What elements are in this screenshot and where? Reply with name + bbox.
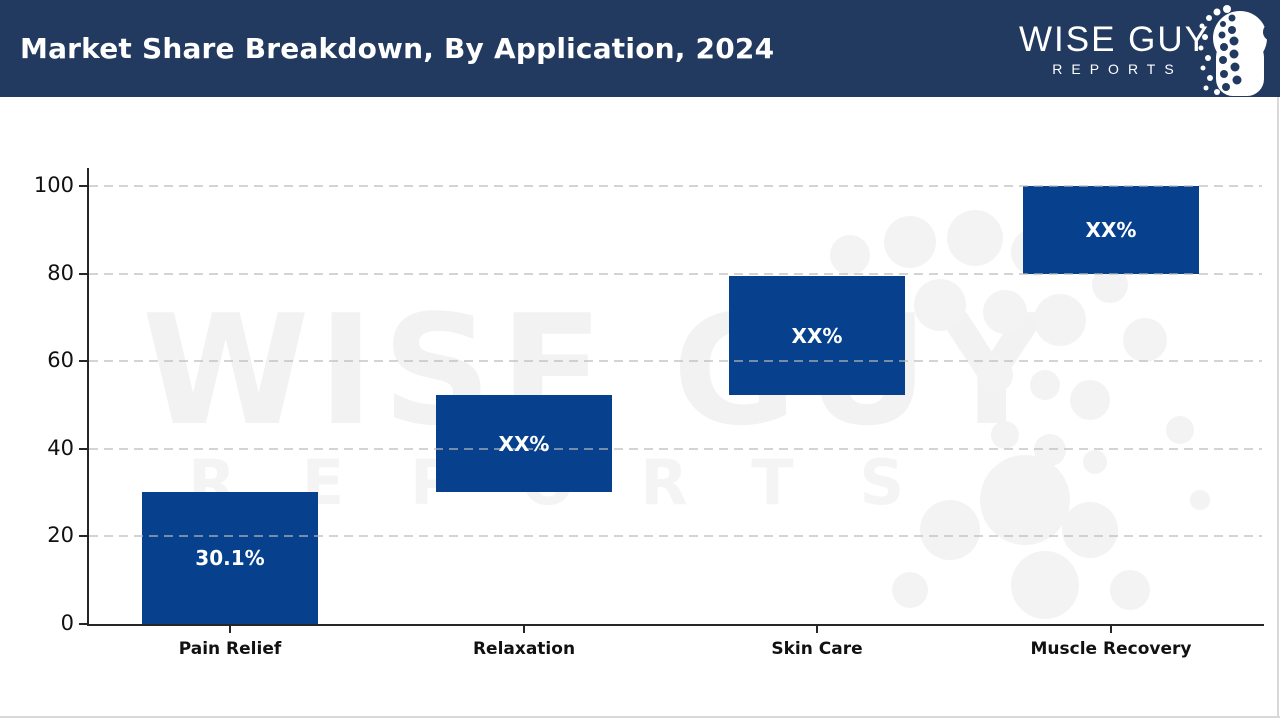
logo-subtext: REPORTS bbox=[1052, 61, 1183, 77]
x-axis-tick bbox=[229, 626, 231, 633]
x-axis-category-label: Muscle Recovery bbox=[1030, 639, 1192, 659]
y-axis-tick-label: 60 bbox=[47, 348, 74, 373]
gridline bbox=[89, 535, 1262, 538]
header-bar: Market Share Breakdown, By Application, … bbox=[0, 0, 1280, 97]
figure-border-right bbox=[1277, 97, 1279, 718]
watermark-head-dots bbox=[830, 210, 1210, 619]
bar-value-label: XX% bbox=[1085, 218, 1137, 243]
y-axis-tick bbox=[79, 185, 87, 187]
x-axis-tick bbox=[816, 626, 818, 633]
y-axis-tick-label: 80 bbox=[47, 260, 74, 285]
y-axis-tick bbox=[79, 535, 87, 538]
bar-skin-care bbox=[729, 276, 905, 395]
gridline bbox=[89, 185, 1262, 187]
gridline bbox=[89, 360, 1262, 363]
y-axis-tick bbox=[79, 272, 87, 275]
bar-value-label: XX% bbox=[791, 323, 843, 348]
y-axis-tick bbox=[79, 447, 87, 450]
y-axis-tick-label: 40 bbox=[47, 435, 74, 460]
bar-muscle-recovery bbox=[1023, 186, 1199, 275]
y-axis-tick-label: 100 bbox=[33, 173, 74, 197]
bar-value-label: XX% bbox=[498, 431, 550, 456]
x-axis-tick bbox=[1110, 626, 1112, 633]
y-axis-tick-label: 20 bbox=[47, 523, 74, 548]
logo-wordmark: WISE GUY bbox=[1018, 20, 1210, 59]
logo-head-dots-icon bbox=[1198, 4, 1274, 96]
x-axis-category-label: Skin Care bbox=[771, 639, 863, 659]
bar-pain-relief bbox=[142, 492, 318, 624]
y-axis-tick bbox=[79, 623, 87, 625]
bar-relaxation bbox=[436, 394, 612, 493]
y-axis-tick bbox=[79, 360, 87, 363]
y-axis-tick-label: 0 bbox=[60, 611, 74, 635]
x-axis-category-label: Relaxation bbox=[472, 639, 576, 659]
gridline bbox=[89, 447, 1262, 450]
x-axis-category-label: Pain Relief bbox=[178, 639, 282, 659]
y-axis-line bbox=[87, 168, 89, 626]
gridline bbox=[89, 272, 1262, 275]
x-axis-tick bbox=[523, 626, 525, 633]
logo-text: WISE GUY REPORTS bbox=[1019, 20, 1210, 77]
bar-value-label: 30.1% bbox=[195, 546, 265, 571]
figure-border-bottom bbox=[0, 716, 1280, 718]
x-axis-line bbox=[87, 624, 1264, 626]
wise-guy-logo: WISE GUY REPORTS bbox=[1019, 0, 1274, 97]
chart-title: Market Share Breakdown, By Application, … bbox=[20, 32, 775, 65]
